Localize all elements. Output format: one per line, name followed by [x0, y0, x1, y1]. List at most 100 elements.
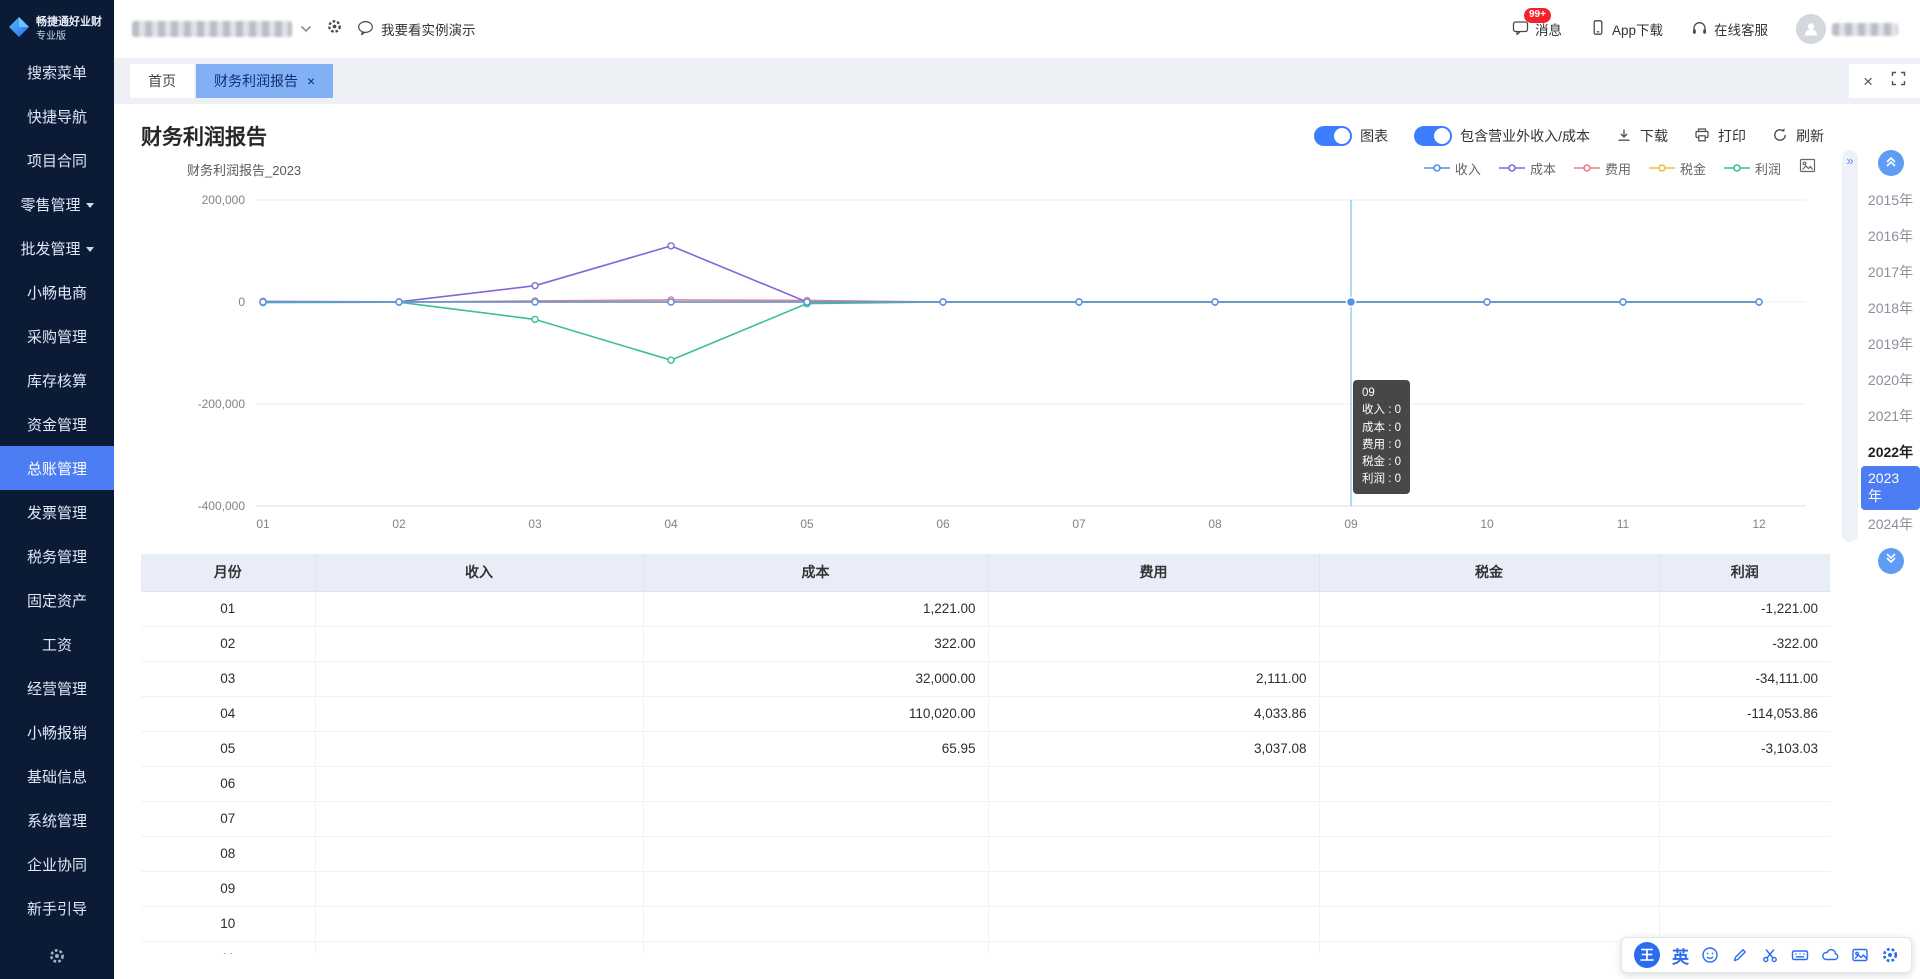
ime-language-toggle[interactable]: 英: [1672, 947, 1689, 967]
legend-item-成本[interactable]: 成本: [1498, 159, 1556, 178]
settings-gear-button[interactable]: [326, 18, 343, 40]
scroll-years-down-button[interactable]: [1877, 548, 1904, 574]
legend-item-收入[interactable]: 收入: [1423, 159, 1481, 178]
year-item-2019年[interactable]: 2019年: [1868, 326, 1913, 362]
column-header-收入: 收入: [315, 554, 644, 592]
year-item-2017年[interactable]: 2017年: [1868, 254, 1913, 290]
scissors-icon[interactable]: [1761, 946, 1779, 964]
logo-subtitle: 专业版: [36, 30, 66, 42]
fullscreen-icon[interactable]: [1891, 71, 1906, 91]
sidebar-item-搜索菜单[interactable]: 搜索菜单: [0, 50, 114, 94]
support-button[interactable]: 在线客服: [1691, 19, 1768, 39]
chart-toggle-switch[interactable]: [1314, 126, 1353, 146]
ime-logo[interactable]: 王: [1634, 942, 1660, 968]
table-row[interactable]: 01 1,221.00 -1,221.00: [141, 591, 1830, 627]
table-cell: 03: [141, 661, 316, 697]
chart-legend: 收入 成本 费用 税金 利润: [1423, 158, 1816, 178]
gear-icon: [48, 947, 66, 970]
sidebar-item-小畅电商[interactable]: 小畅电商: [0, 270, 114, 314]
year-item-2023年[interactable]: 2023年: [1861, 466, 1920, 510]
tab-close-icon[interactable]: ×: [307, 73, 316, 89]
scroll-years-up-button[interactable]: [1877, 150, 1904, 176]
ime-settings-gear-icon[interactable]: [1881, 946, 1899, 964]
sidebar-item-零售管理[interactable]: 零售管理: [0, 182, 114, 226]
company-selector[interactable]: [132, 20, 312, 38]
collapse-year-panel-button[interactable]: »: [1842, 150, 1858, 542]
column-header-费用: 费用: [988, 554, 1320, 592]
include-toggle-switch[interactable]: [1414, 126, 1453, 146]
sidebar-item-税务管理[interactable]: 税务管理: [0, 534, 114, 578]
year-item-2020年[interactable]: 2020年: [1868, 362, 1913, 398]
print-button[interactable]: 打印: [1694, 126, 1746, 146]
sidebar-item-批发管理[interactable]: 批发管理: [0, 226, 114, 270]
table-row[interactable]: 03 32,000.00 2,111.00 -34,111.00: [141, 661, 1830, 697]
sidebar-item-发票管理[interactable]: 发票管理: [0, 490, 114, 534]
table-row[interactable]: 10: [141, 906, 1830, 942]
year-item-2018年[interactable]: 2018年: [1868, 290, 1913, 326]
sidebar-item-工资[interactable]: 工资: [0, 622, 114, 666]
tab-首页[interactable]: 首页: [130, 64, 194, 98]
table-cell: [1659, 906, 1830, 942]
table-row[interactable]: 05 65.95 3,037.08 -3,103.03: [141, 731, 1830, 767]
keyboard-icon[interactable]: [1791, 946, 1809, 964]
legend-item-利润[interactable]: 利润: [1723, 159, 1781, 178]
sidebar-item-资金管理[interactable]: 资金管理: [0, 402, 114, 446]
sidebar-item-项目合同[interactable]: 项目合同: [0, 138, 114, 182]
legend-item-费用[interactable]: 费用: [1573, 159, 1631, 178]
sidebar-item-库存核算[interactable]: 库存核算: [0, 358, 114, 402]
table-row[interactable]: 06: [141, 766, 1830, 802]
svg-text:03: 03: [528, 517, 542, 531]
table-cell: 322.00: [643, 626, 989, 662]
messages-button[interactable]: 消息 99+: [1512, 8, 1562, 39]
table-row[interactable]: 11: [141, 941, 1830, 954]
image-icon[interactable]: [1851, 946, 1869, 964]
ime-toolbar: 王 英: [1621, 937, 1912, 973]
table-row[interactable]: 02 322.00 -322.00: [141, 626, 1830, 662]
table-cell: -322.00: [1659, 626, 1830, 662]
year-item-2016年[interactable]: 2016年: [1868, 218, 1913, 254]
demo-button[interactable]: 我要看实例演示: [357, 19, 476, 39]
table-row[interactable]: 04 110,020.00 4,033.86 -114,053.86: [141, 696, 1830, 732]
chevron-down-icon: [85, 202, 94, 208]
tab-label: 财务利润报告: [214, 73, 298, 89]
sidebar-item-基础信息[interactable]: 基础信息: [0, 754, 114, 798]
emoji-icon[interactable]: [1701, 946, 1719, 964]
sidebar-item-经营管理[interactable]: 经营管理: [0, 666, 114, 710]
year-item-2024年[interactable]: 2024年: [1868, 506, 1913, 542]
sidebar-item-小畅报销[interactable]: 小畅报销: [0, 710, 114, 754]
sidebar-item-label: 小畅报销: [26, 724, 87, 742]
sidebar-item-新手引导[interactable]: 新手引导: [0, 886, 114, 930]
page-title: 财务利润报告: [141, 126, 267, 149]
close-icon[interactable]: ×: [1863, 71, 1873, 91]
download-button[interactable]: 下载: [1616, 126, 1668, 146]
sidebar-item-企业协同[interactable]: 企业协同: [0, 842, 114, 886]
table-cell: 06: [141, 766, 316, 802]
pencil-icon[interactable]: [1731, 946, 1749, 964]
chart-toggle[interactable]: 图表: [1314, 126, 1388, 146]
profit-chart[interactable]: 200,000 0 -200,000 -400,000 01 02 03 04 05 06 07 08…: [141, 168, 1831, 548]
download-label: 下载: [1640, 128, 1668, 144]
sidebar-item-总账管理[interactable]: 总账管理: [0, 446, 114, 490]
sidebar-item-label: 系统管理: [26, 812, 87, 830]
sidebar-item-label: 工资: [41, 636, 72, 654]
cloud-icon[interactable]: [1821, 946, 1839, 964]
sidebar-item-系统管理[interactable]: 系统管理: [0, 798, 114, 842]
sidebar-item-快捷导航[interactable]: 快捷导航: [0, 94, 114, 138]
refresh-button[interactable]: 刷新: [1772, 126, 1824, 146]
table-row[interactable]: 08: [141, 836, 1830, 872]
sidebar-settings-button[interactable]: [0, 937, 114, 979]
column-header-税金: 税金: [1319, 554, 1660, 592]
app-download-button[interactable]: App下载: [1590, 19, 1663, 39]
year-item-2015年[interactable]: 2015年: [1868, 182, 1913, 218]
user-menu[interactable]: [1796, 14, 1898, 44]
table-row[interactable]: 07: [141, 801, 1830, 837]
table-row[interactable]: 09: [141, 871, 1830, 907]
include-nonoperating-toggle[interactable]: 包含营业外收入/成本: [1414, 126, 1590, 146]
legend-item-税金[interactable]: 税金: [1648, 159, 1706, 178]
year-item-2021年[interactable]: 2021年: [1868, 398, 1913, 434]
sidebar-item-采购管理[interactable]: 采购管理: [0, 314, 114, 358]
tab-财务利润报告[interactable]: 财务利润报告 ×: [196, 64, 334, 98]
year-item-2022年[interactable]: 2022年: [1868, 434, 1913, 470]
sidebar-item-固定资产[interactable]: 固定资产: [0, 578, 114, 622]
save-chart-image-icon[interactable]: [1799, 158, 1816, 178]
